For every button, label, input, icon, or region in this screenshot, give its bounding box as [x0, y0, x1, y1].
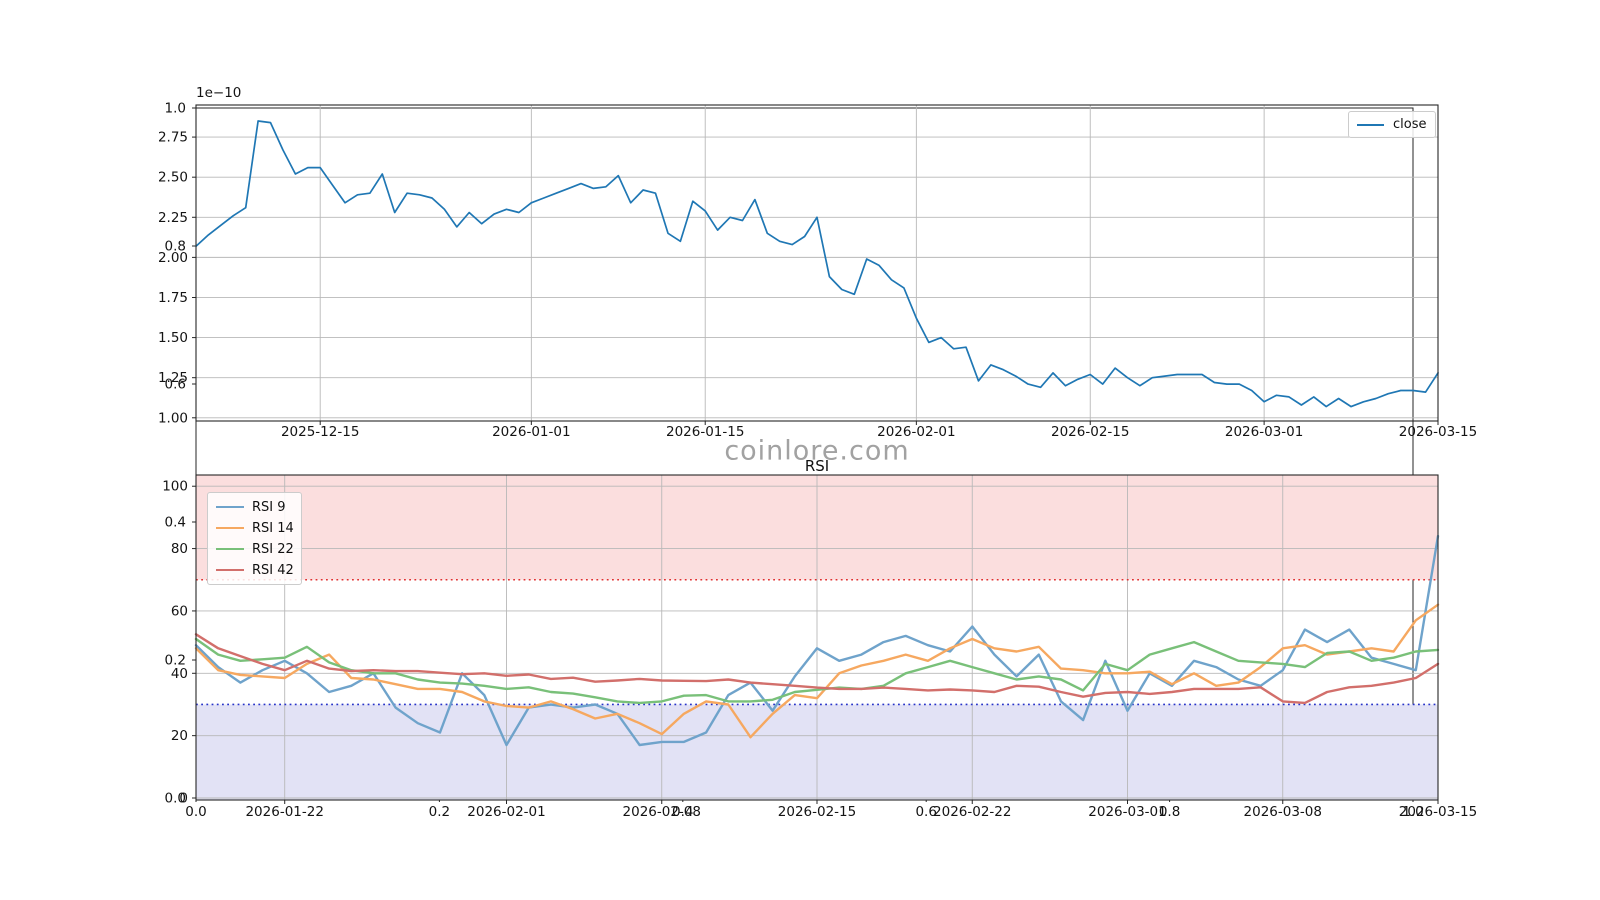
svg-text:0.8: 0.8	[1159, 804, 1180, 820]
svg-text:2026-02-01: 2026-02-01	[467, 804, 545, 820]
series-rsi-22	[194, 637, 1440, 705]
svg-text:1.75: 1.75	[158, 290, 188, 306]
legend-line-sample	[216, 526, 244, 530]
svg-text:0.4: 0.4	[672, 804, 693, 820]
svg-text:0.2: 0.2	[165, 653, 186, 669]
legend-item-rsi-42: RSI 42	[216, 562, 294, 578]
legend-label: RSI 22	[252, 541, 294, 557]
svg-text:80: 80	[171, 541, 188, 557]
close-legend-line-sample	[1357, 123, 1384, 126]
svg-text:20: 20	[171, 728, 188, 744]
y-axis-offset-label: 1e−10	[196, 85, 241, 101]
watermark: coinlore.com	[724, 435, 910, 467]
svg-text:1.50: 1.50	[158, 330, 188, 346]
svg-text:2026-02-22: 2026-02-22	[933, 804, 1011, 820]
svg-text:0.4: 0.4	[165, 515, 186, 531]
svg-text:2026-02-15: 2026-02-15	[1051, 424, 1129, 440]
legend-label: RSI 9	[252, 499, 286, 515]
svg-text:2026-01-01: 2026-01-01	[492, 424, 570, 440]
top-chart: 2025-12-15 2026-01-01 2026-01-15 2026-02-01…	[158, 85, 1477, 440]
rsi-chart-title: RSI	[804, 457, 830, 475]
legend-line-sample	[216, 505, 244, 509]
svg-text:2026-02-08: 2026-02-08	[623, 804, 701, 820]
rsi-chart: 2026-01-22 2026-02-01 2026-02-08 2026-02-15…	[162, 474, 1477, 820]
rsi-legend: RSI 9 RSI 14 RSI 22 RSI 42	[207, 492, 302, 585]
series-rsi-14	[194, 603, 1440, 739]
svg-text:2026-03-15: 2026-03-15	[1399, 804, 1477, 820]
legend-label: RSI 42	[252, 562, 294, 578]
svg-text:0.0: 0.0	[185, 804, 206, 820]
legend-line-sample	[216, 547, 244, 551]
svg-text:60: 60	[171, 603, 188, 619]
svg-text:1.0: 1.0	[1402, 804, 1423, 820]
legend-item-rsi-14: RSI 14	[216, 520, 294, 536]
legend-line-sample	[216, 568, 244, 572]
svg-text:2025-12-15: 2025-12-15	[281, 424, 359, 440]
close-legend: close	[1348, 111, 1436, 138]
svg-text:2026-03-08: 2026-03-08	[1244, 804, 1322, 820]
svg-text:2026-03-01: 2026-03-01	[1225, 424, 1303, 440]
series-rsi-42	[194, 633, 1440, 705]
svg-text:2.50: 2.50	[158, 170, 188, 186]
svg-text:0.6: 0.6	[915, 804, 936, 820]
svg-text:0.0: 0.0	[165, 791, 186, 807]
legend-item-rsi-9: RSI 9	[216, 499, 293, 515]
svg-text:40: 40	[171, 666, 188, 682]
svg-text:0.6: 0.6	[165, 377, 186, 393]
svg-text:2.25: 2.25	[158, 210, 188, 226]
svg-text:2026-02-01: 2026-02-01	[877, 424, 955, 440]
series-rsi-9	[194, 534, 1440, 747]
svg-text:2026-01-22: 2026-01-22	[245, 804, 323, 820]
legend-item-rsi-22: RSI 22	[216, 541, 294, 557]
close-legend-label: close	[1393, 117, 1427, 132]
svg-text:2026-02-15: 2026-02-15	[778, 804, 856, 820]
svg-text:2.00: 2.00	[158, 250, 188, 266]
legend-label: RSI 14	[252, 520, 294, 536]
svg-text:0.8: 0.8	[165, 239, 186, 255]
svg-text:0: 0	[179, 791, 188, 807]
svg-text:2026-03-15: 2026-03-15	[1399, 424, 1477, 440]
svg-text:2026-01-15: 2026-01-15	[666, 424, 744, 440]
svg-text:1.00: 1.00	[158, 410, 188, 426]
series-close	[195, 120, 1439, 408]
svg-text:1.25: 1.25	[158, 370, 188, 386]
svg-text:100: 100	[162, 479, 188, 495]
svg-text:0.2: 0.2	[429, 804, 450, 820]
svg-text:2026-03-01: 2026-03-01	[1088, 804, 1166, 820]
svg-text:1.0: 1.0	[165, 101, 186, 117]
svg-text:2.75: 2.75	[158, 130, 188, 146]
